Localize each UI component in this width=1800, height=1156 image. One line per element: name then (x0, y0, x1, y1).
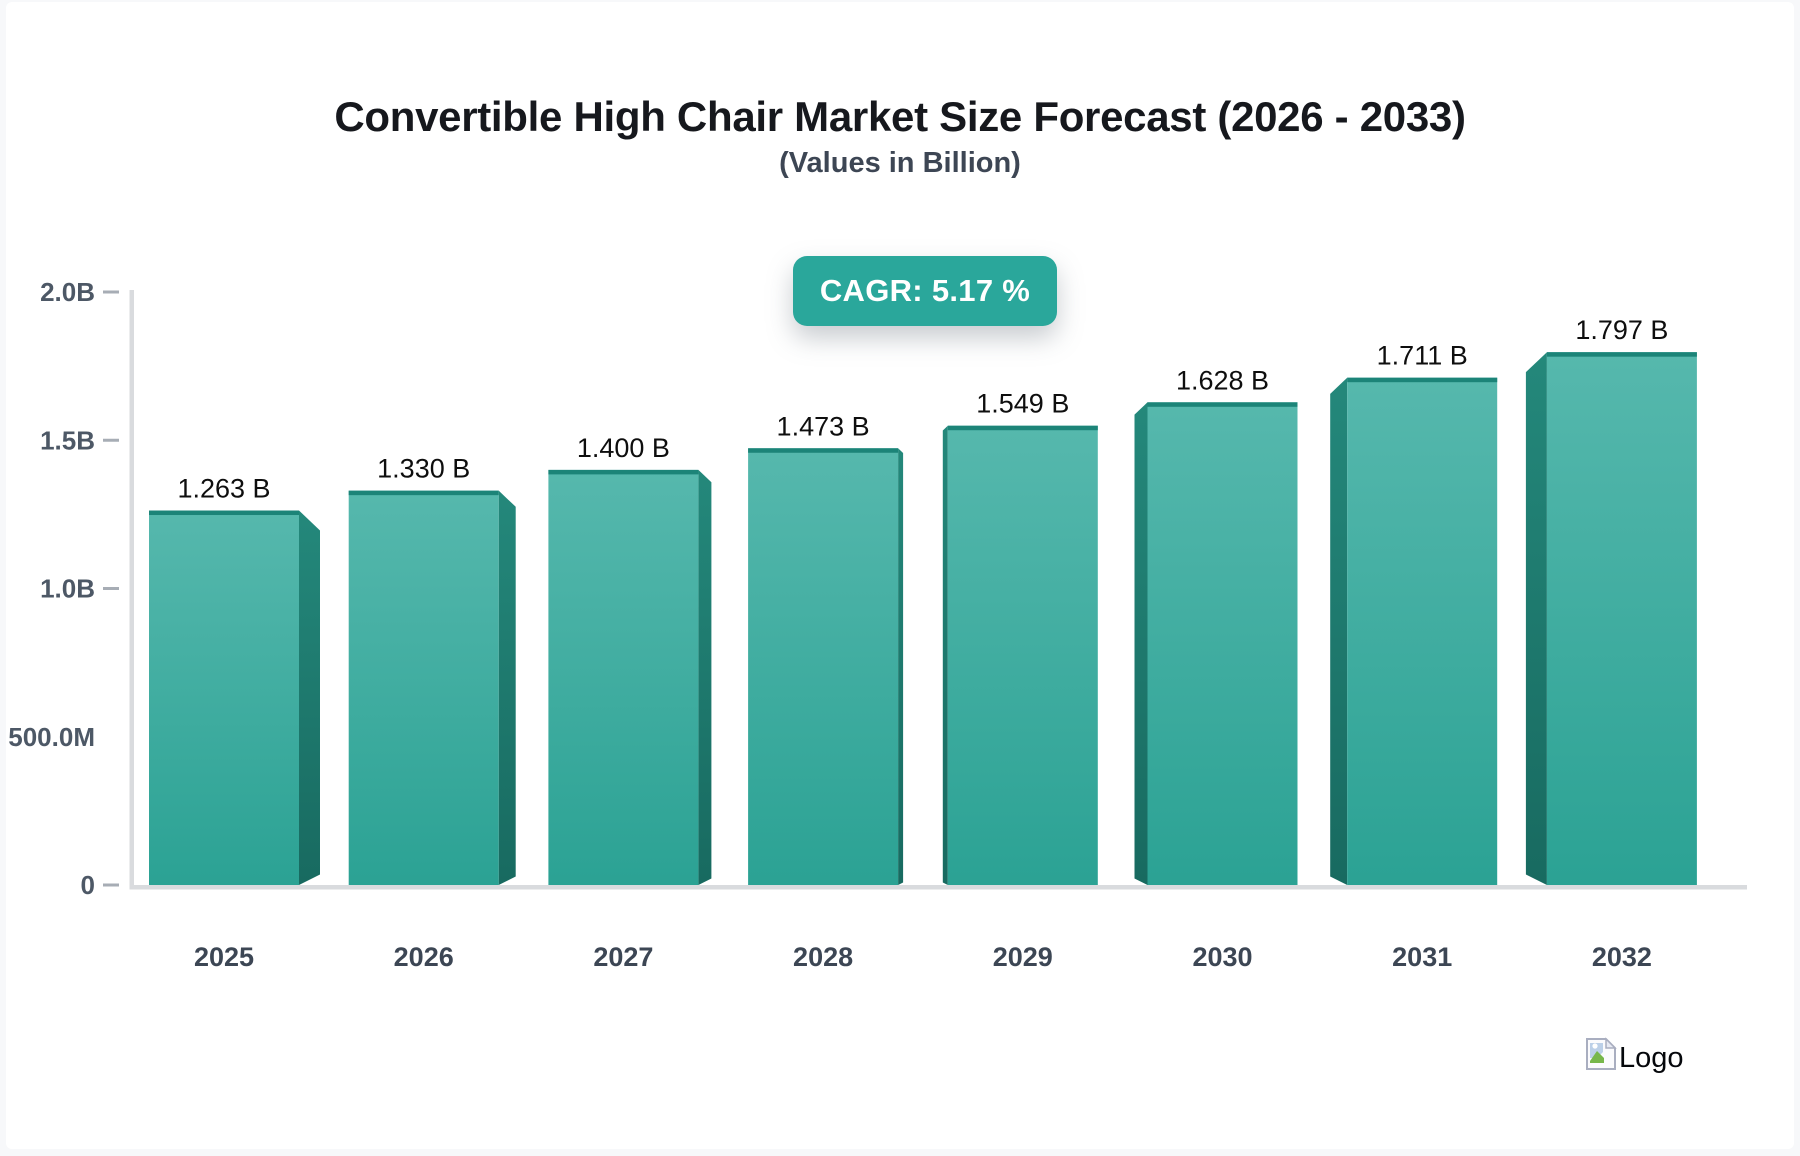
bar-value-label: 1.711 B (1377, 341, 1468, 371)
bar-cap (348, 490, 499, 496)
y-axis-label: 500.0M (8, 722, 95, 752)
chart-title: Convertible High Chair Market Size Forec… (334, 93, 1466, 140)
broken-image-icon (1584, 1036, 1618, 1081)
y-axis-label: 1.0B (40, 574, 95, 604)
x-axis-label: 2025 (194, 942, 254, 972)
bar-cap (548, 469, 699, 475)
bar (1546, 352, 1697, 885)
bar-side-face (1330, 377, 1348, 885)
logo: Logo (1584, 1036, 1684, 1081)
bar-side-face (698, 469, 712, 885)
bar (1347, 377, 1498, 885)
bar-cap (1347, 377, 1498, 383)
bar (348, 490, 499, 885)
bar-side-face (498, 490, 516, 885)
bar-group-2031 (1330, 377, 1498, 885)
bar-group-2032 (1525, 352, 1697, 885)
y-axis-label: 0 (81, 870, 95, 900)
bar-value-label: 1.330 B (377, 454, 470, 484)
bar-side-face (1525, 352, 1547, 885)
bar-group-2026 (348, 490, 516, 885)
bar-value-label: 1.797 B (1575, 315, 1668, 345)
bar-side-face (942, 425, 948, 885)
bar-cap (149, 510, 299, 516)
bar (1147, 402, 1298, 885)
x-axis-line (129, 885, 1747, 890)
bar (947, 425, 1098, 885)
bar-cap (748, 448, 899, 453)
y-axis-label: 1.5B (40, 425, 95, 455)
bar-group-2028 (748, 448, 904, 885)
x-axis-label: 2032 (1592, 942, 1652, 972)
bar-cap (1546, 352, 1697, 357)
bar-value-label: 1.473 B (777, 411, 870, 441)
chart-subtitle: (Values in Billion) (779, 147, 1021, 179)
x-axis-label: 2026 (394, 942, 454, 972)
bar (149, 510, 299, 885)
bar-cap (1147, 402, 1298, 407)
bar-group-2025 (149, 510, 320, 885)
bar-value-label: 1.549 B (976, 389, 1069, 419)
x-axis-label: 2031 (1392, 942, 1452, 972)
bar-side-face (1134, 402, 1148, 885)
bar-value-label: 1.263 B (177, 474, 270, 504)
cagr-badge-label: CAGR: 5.17 % (819, 273, 1031, 308)
y-axis-label: 2.0B (40, 277, 95, 307)
bar-group-2027 (548, 469, 712, 885)
bar-value-label: 1.628 B (1176, 365, 1269, 395)
bar-group-2030 (1134, 402, 1298, 885)
bar (748, 448, 899, 885)
y-axis-line (129, 290, 134, 890)
logo-alt-text: Logo (1619, 1042, 1684, 1074)
bar-value-label: 1.400 B (577, 433, 670, 463)
x-axis-label: 2029 (993, 942, 1053, 972)
x-axis-label: 2028 (793, 942, 853, 972)
bar-group-2029 (942, 425, 1098, 885)
bar-cap (947, 425, 1098, 431)
cagr-badge: CAGR: 5.17 % (793, 256, 1057, 326)
x-axis-label: 2030 (1192, 942, 1252, 972)
bar-side-face (299, 510, 320, 885)
x-axis-label: 2027 (593, 942, 653, 972)
bar-side-face (898, 448, 904, 885)
bar (548, 469, 699, 885)
